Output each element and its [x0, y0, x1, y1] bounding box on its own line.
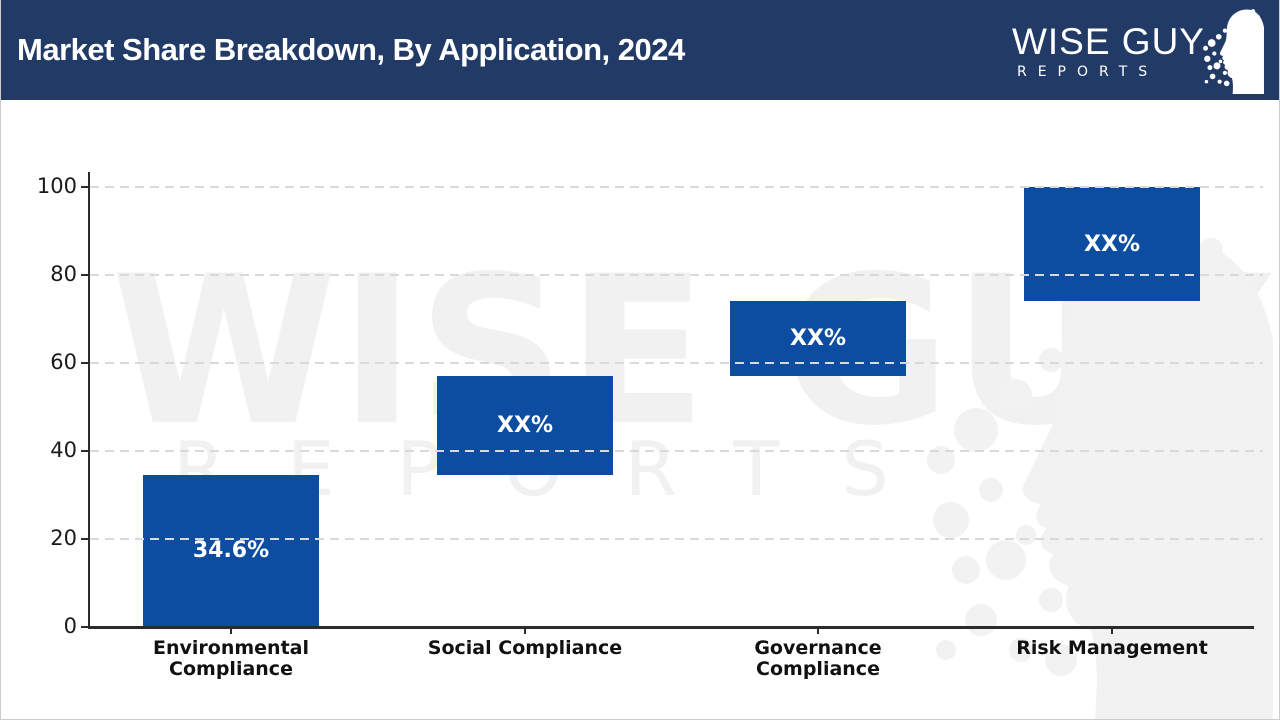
y-tick-label: 0: [63, 614, 77, 638]
x-tick-mark: [817, 628, 819, 634]
x-category-label-line: Compliance: [756, 658, 880, 680]
x-category-label-line: Risk Management: [1016, 637, 1208, 659]
y-tick-mark: [81, 186, 89, 188]
header: Market Share Breakdown, By Application, …: [1, 0, 1279, 100]
x-category-label: Environmental Compliance: [121, 638, 341, 680]
x-category-label: Risk Management: [1002, 638, 1222, 659]
x-category-label-line: Governance: [754, 637, 882, 659]
x-category-label-line: Social Compliance: [427, 637, 623, 659]
y-tick-mark: [81, 626, 89, 628]
bar-4: XX%: [1024, 187, 1200, 302]
y-axis-line: [88, 172, 90, 628]
gridline-y60: [90, 362, 1263, 364]
gridline-y20: [90, 538, 1263, 540]
y-tick-label: 100: [36, 174, 77, 198]
bar-value-label: XX%: [497, 412, 553, 438]
y-tick-mark: [81, 362, 89, 364]
bar-value-label: XX%: [1084, 231, 1140, 257]
bar-3: XX%: [730, 301, 906, 377]
x-tick-mark: [524, 628, 526, 634]
x-category-label: Social Compliance: [415, 638, 635, 659]
x-category-label: Governance Compliance: [708, 638, 928, 680]
logo-wordmark-line2: REPORTS: [1016, 63, 1159, 80]
logo-wordmark-line1: WISE GUY: [1011, 20, 1205, 62]
y-tick-label: 40: [50, 438, 77, 462]
gridline-y40: [90, 450, 1263, 452]
logo-wordmark: WISE GUY REPORTS: [1012, 21, 1205, 80]
x-category-label-line: Environmental: [153, 637, 309, 659]
y-tick-label: 60: [50, 350, 77, 374]
x-tick-mark: [230, 628, 232, 634]
y-tick-mark: [81, 274, 89, 276]
watermark-face-icon: [927, 238, 1273, 719]
x-category-label-line: Compliance: [169, 658, 293, 680]
y-tick-label: 20: [50, 526, 77, 550]
logo-face-icon: [1203, 9, 1264, 94]
y-tick-label: 80: [50, 262, 77, 286]
y-tick-mark: [81, 450, 89, 452]
chart-area: WISE GUY REPORTS 02040608010034.6%Enviro…: [1, 100, 1279, 719]
y-tick-mark: [81, 538, 89, 540]
x-axis-line: [88, 626, 1254, 629]
bar-value-label: XX%: [790, 326, 846, 352]
wise-guy-logo: WISE GUY REPORTS: [1012, 6, 1265, 94]
chart-title: Market Share Breakdown, By Application, …: [17, 32, 685, 67]
bar-2: XX%: [437, 376, 613, 475]
bar-1: 34.6%: [143, 474, 319, 627]
gridline-y80: [90, 274, 1263, 276]
x-tick-mark: [1111, 628, 1113, 634]
bar-value-label: 34.6%: [192, 538, 270, 564]
gridline-y100: [90, 186, 1263, 188]
